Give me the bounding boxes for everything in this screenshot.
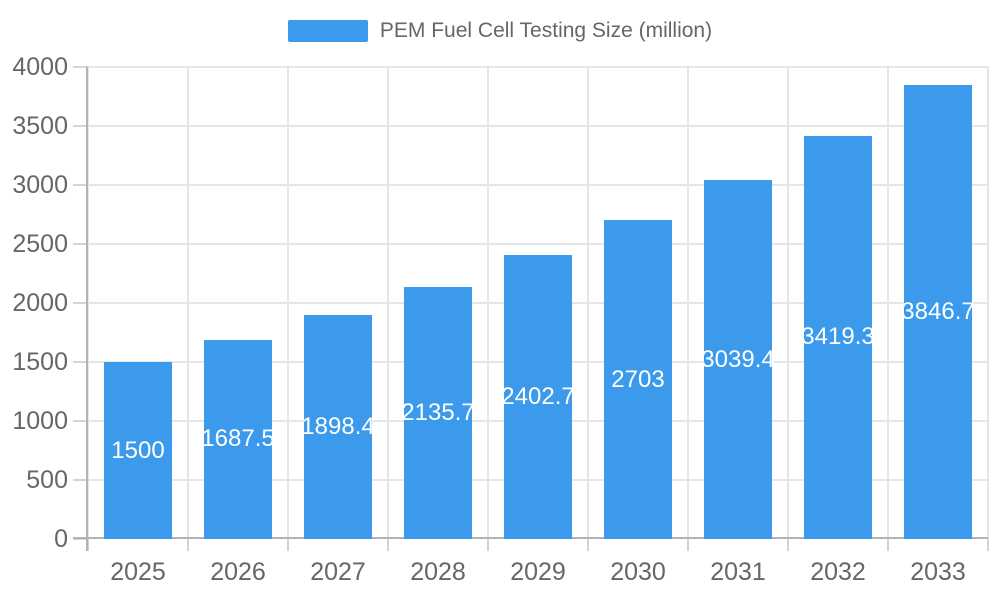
y-axis-tick (73, 420, 88, 422)
x-axis-tick (987, 539, 989, 551)
bar-value-label: 3039.4 (701, 345, 775, 373)
gridline-vertical (87, 67, 89, 539)
x-axis-label-2025: 2025 (110, 558, 166, 586)
x-axis-label-2030: 2030 (610, 558, 666, 586)
bar-value-label: 3419.3 (801, 323, 875, 351)
bar-2031[interactable] (704, 180, 772, 539)
bar-2027[interactable] (304, 314, 372, 539)
gridline-horizontal (88, 184, 988, 186)
x-axis-label-2027: 2027 (310, 558, 366, 586)
gridline-vertical (287, 67, 289, 539)
x-axis-tick (487, 539, 489, 551)
gridline-horizontal (88, 243, 988, 245)
bar-value-label: 1898.4 (301, 412, 375, 440)
bar-2026[interactable] (204, 339, 272, 539)
y-axis-tick (73, 538, 88, 540)
x-axis-tick (387, 539, 389, 551)
y-axis-label: 500 (26, 466, 68, 494)
y-axis-tick (73, 479, 88, 481)
x-axis-label-2029: 2029 (510, 558, 566, 586)
y-axis-line (86, 67, 88, 551)
y-axis-label: 3000 (12, 171, 68, 199)
gridline-vertical (387, 67, 389, 539)
x-axis-tick (687, 539, 689, 551)
gridline-vertical (987, 67, 989, 539)
legend-swatch (287, 20, 368, 42)
y-axis-tick (73, 243, 88, 245)
y-axis-label: 4000 (12, 53, 68, 81)
x-axis-tick (587, 539, 589, 551)
gridline-vertical (887, 67, 889, 539)
gridline-vertical (587, 67, 589, 539)
bar-2025[interactable] (104, 362, 172, 539)
x-axis-tick (287, 539, 289, 551)
x-axis-tick (87, 539, 89, 551)
gridline-vertical (687, 67, 689, 539)
y-axis-label: 2500 (12, 230, 68, 258)
x-axis-label-2031: 2031 (710, 558, 766, 586)
x-axis-label-2026: 2026 (210, 558, 266, 586)
gridline-horizontal (88, 125, 988, 127)
x-axis-tick (187, 539, 189, 551)
bar-2033[interactable] (904, 85, 972, 539)
y-axis-label: 1500 (12, 348, 68, 376)
gridline-vertical (487, 67, 489, 539)
y-axis-tick (73, 302, 88, 304)
x-axis-tick (887, 539, 889, 551)
bar-value-label: 3846.7 (901, 298, 975, 326)
y-axis-tick (73, 184, 88, 186)
y-axis-tick (73, 125, 88, 127)
x-axis-label-2033: 2033 (910, 558, 966, 586)
x-axis-label-2028: 2028 (410, 558, 466, 586)
y-axis-label: 0 (54, 525, 68, 553)
y-axis-tick (73, 66, 88, 68)
bar-value-label: 1687.5 (201, 425, 275, 453)
bar-value-label: 2135.7 (401, 398, 475, 426)
x-axis-label-2032: 2032 (810, 558, 866, 586)
y-axis-label: 3500 (12, 112, 68, 140)
bar-2032[interactable] (804, 135, 872, 539)
bar-value-label: 2703 (611, 365, 665, 393)
bar-2030[interactable] (604, 220, 672, 539)
legend-item[interactable]: PEM Fuel Cell Testing Size (million) (287, 19, 713, 43)
y-axis-label: 1000 (12, 407, 68, 435)
bar-value-label: 1500 (111, 436, 165, 464)
legend: PEM Fuel Cell Testing Size (million) (0, 19, 1000, 43)
bar-2029[interactable] (504, 255, 572, 539)
legend-label: PEM Fuel Cell Testing Size (million) (379, 19, 713, 42)
gridline-vertical (787, 67, 789, 539)
gridline-vertical (187, 67, 189, 539)
y-axis-tick (73, 361, 88, 363)
x-axis-tick (787, 539, 789, 551)
y-axis-label: 2000 (12, 289, 68, 317)
gridline-horizontal (88, 66, 988, 68)
bar-value-label: 2402.7 (501, 383, 575, 411)
bar-2028[interactable] (404, 286, 472, 539)
